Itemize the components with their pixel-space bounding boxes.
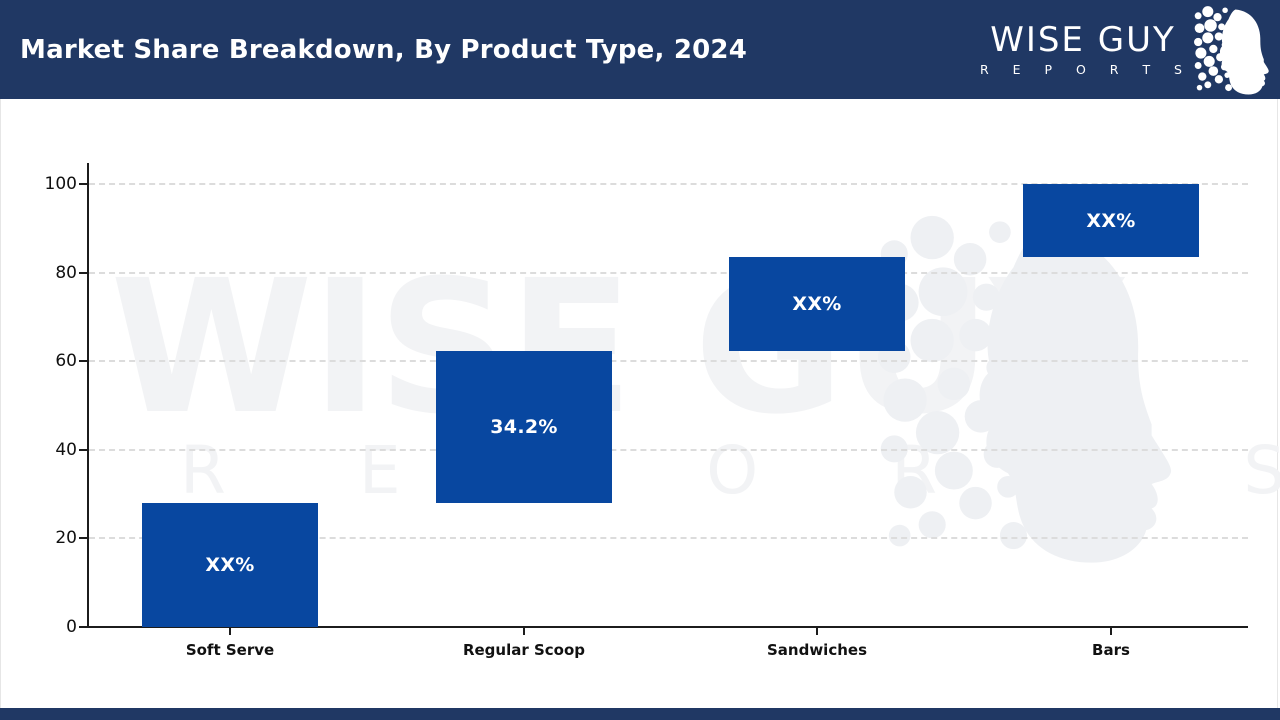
x-category-label: Regular Scoop xyxy=(462,641,586,659)
x-tick-mark xyxy=(229,628,231,635)
y-tick-mark xyxy=(79,183,87,185)
y-tick-mark xyxy=(79,448,87,451)
x-category-label: Bars xyxy=(1092,641,1130,659)
gridline xyxy=(89,183,1248,185)
y-tick-label: 40 xyxy=(55,439,77,460)
logo-subtitle: R E P O R T S xyxy=(979,61,1192,77)
wise-guy-logo: WISE GUY R E P O R T S xyxy=(974,0,1270,99)
y-tick-label: 60 xyxy=(55,351,77,372)
y-tick-mark xyxy=(79,271,87,274)
y-tick-mark xyxy=(79,626,87,628)
bar-segment: XX% xyxy=(142,502,318,627)
y-tick-mark xyxy=(79,537,87,540)
x-tick-mark xyxy=(523,628,525,635)
chart-title: Market Share Breakdown, By Product Type,… xyxy=(20,34,747,65)
bar-value-label: XX% xyxy=(792,293,842,316)
gridline xyxy=(89,448,1248,451)
x-category-label: Sandwiches xyxy=(766,641,867,659)
bar-value-label: XX% xyxy=(205,553,255,576)
footer-bar xyxy=(0,708,1280,720)
bar-segment: XX% xyxy=(1023,184,1199,258)
x-tick-mark xyxy=(816,628,818,635)
bar-value-label: 34.2% xyxy=(490,416,558,439)
y-tick-label: 20 xyxy=(55,528,77,549)
x-category-label: Soft Serve xyxy=(185,641,275,659)
bar-value-label: XX% xyxy=(1086,209,1136,232)
y-tick-label: 100 xyxy=(44,174,77,194)
gridline xyxy=(89,271,1248,274)
y-axis-line xyxy=(87,163,89,628)
gridline xyxy=(89,537,1248,540)
logo-wordmark: WISE GUY xyxy=(990,19,1176,60)
logo-text: WISE GUY R E P O R T S xyxy=(974,23,1192,77)
y-tick-label: 80 xyxy=(55,262,77,283)
bar-segment: XX% xyxy=(729,257,905,352)
gridline xyxy=(89,360,1248,363)
y-tick-label: 0 xyxy=(66,617,77,637)
bar-segment: 34.2% xyxy=(436,351,612,503)
header-bar: Market Share Breakdown, By Product Type,… xyxy=(0,0,1280,99)
x-axis-line xyxy=(87,626,1248,628)
x-tick-mark xyxy=(1110,628,1112,635)
y-tick-mark xyxy=(79,360,87,363)
face-profile-logo-icon xyxy=(1194,5,1269,95)
